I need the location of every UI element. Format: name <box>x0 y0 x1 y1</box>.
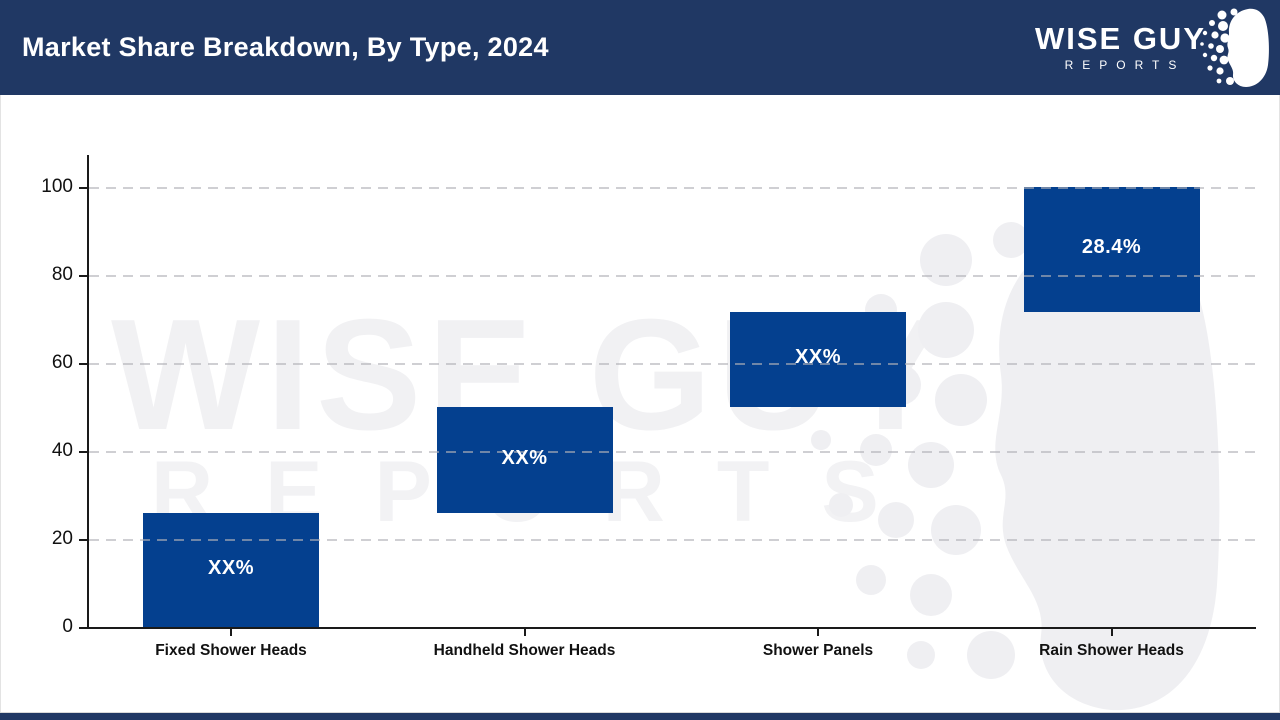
x-tick-mark <box>523 629 526 636</box>
logo-line1: WISE GUY <box>1034 21 1206 56</box>
y-tick-mark <box>79 451 87 453</box>
wiseguy-logo: WISE GUY REPORTS <box>1035 7 1280 89</box>
x-category-label: Shower Panels <box>762 642 874 659</box>
y-tick-mark <box>79 539 87 541</box>
y-tick-mark <box>79 275 87 277</box>
x-axis-line <box>87 627 1256 629</box>
x-category-label: Rain Shower Heads <box>1039 642 1184 659</box>
y-tick-label: 80 <box>51 264 73 285</box>
gridline-80 <box>89 275 1256 277</box>
bar-1[interactable] <box>436 407 613 513</box>
logo-face-icon <box>1200 8 1269 87</box>
gridline-20 <box>89 539 1256 541</box>
x-category-label: Handheld Shower Heads <box>433 642 616 659</box>
gridline-40 <box>89 451 1256 453</box>
footer-strip <box>0 712 1280 720</box>
bar-value-label: XX% <box>795 346 841 369</box>
bar-0[interactable] <box>143 512 319 627</box>
y-tick-label: 100 <box>41 176 73 197</box>
y-tick-label: 0 <box>62 616 73 637</box>
y-tick-mark <box>79 627 87 629</box>
y-axis-line <box>87 155 89 629</box>
bar-value-label: 28.4% <box>1081 236 1142 259</box>
logo-wordmark: WISE GUY REPORTS <box>1035 23 1206 72</box>
logo-line2: REPORTS <box>1064 58 1186 72</box>
bar-3[interactable] <box>1023 187 1200 312</box>
chart-title: Market Share Breakdown, By Type, 2024 <box>22 32 549 62</box>
gridline-60 <box>89 363 1256 365</box>
x-tick-mark <box>230 629 232 636</box>
y-tick-label: 20 <box>51 528 73 549</box>
bar-value-label: XX% <box>501 446 548 469</box>
x-tick-mark <box>817 629 819 636</box>
y-tick-mark <box>79 363 87 365</box>
y-tick-label: 40 <box>51 440 73 461</box>
bar-2[interactable] <box>730 311 906 407</box>
x-category-label: Fixed Shower Heads <box>155 642 307 659</box>
y-tick-label: 60 <box>51 352 73 373</box>
gridline-100 <box>89 187 1256 189</box>
bar-value-label: XX% <box>208 556 254 579</box>
header-bar: Market Share Breakdown, By Type, 2024 WI… <box>0 0 1280 95</box>
y-tick-mark <box>79 187 87 189</box>
x-tick-mark <box>1110 629 1113 636</box>
